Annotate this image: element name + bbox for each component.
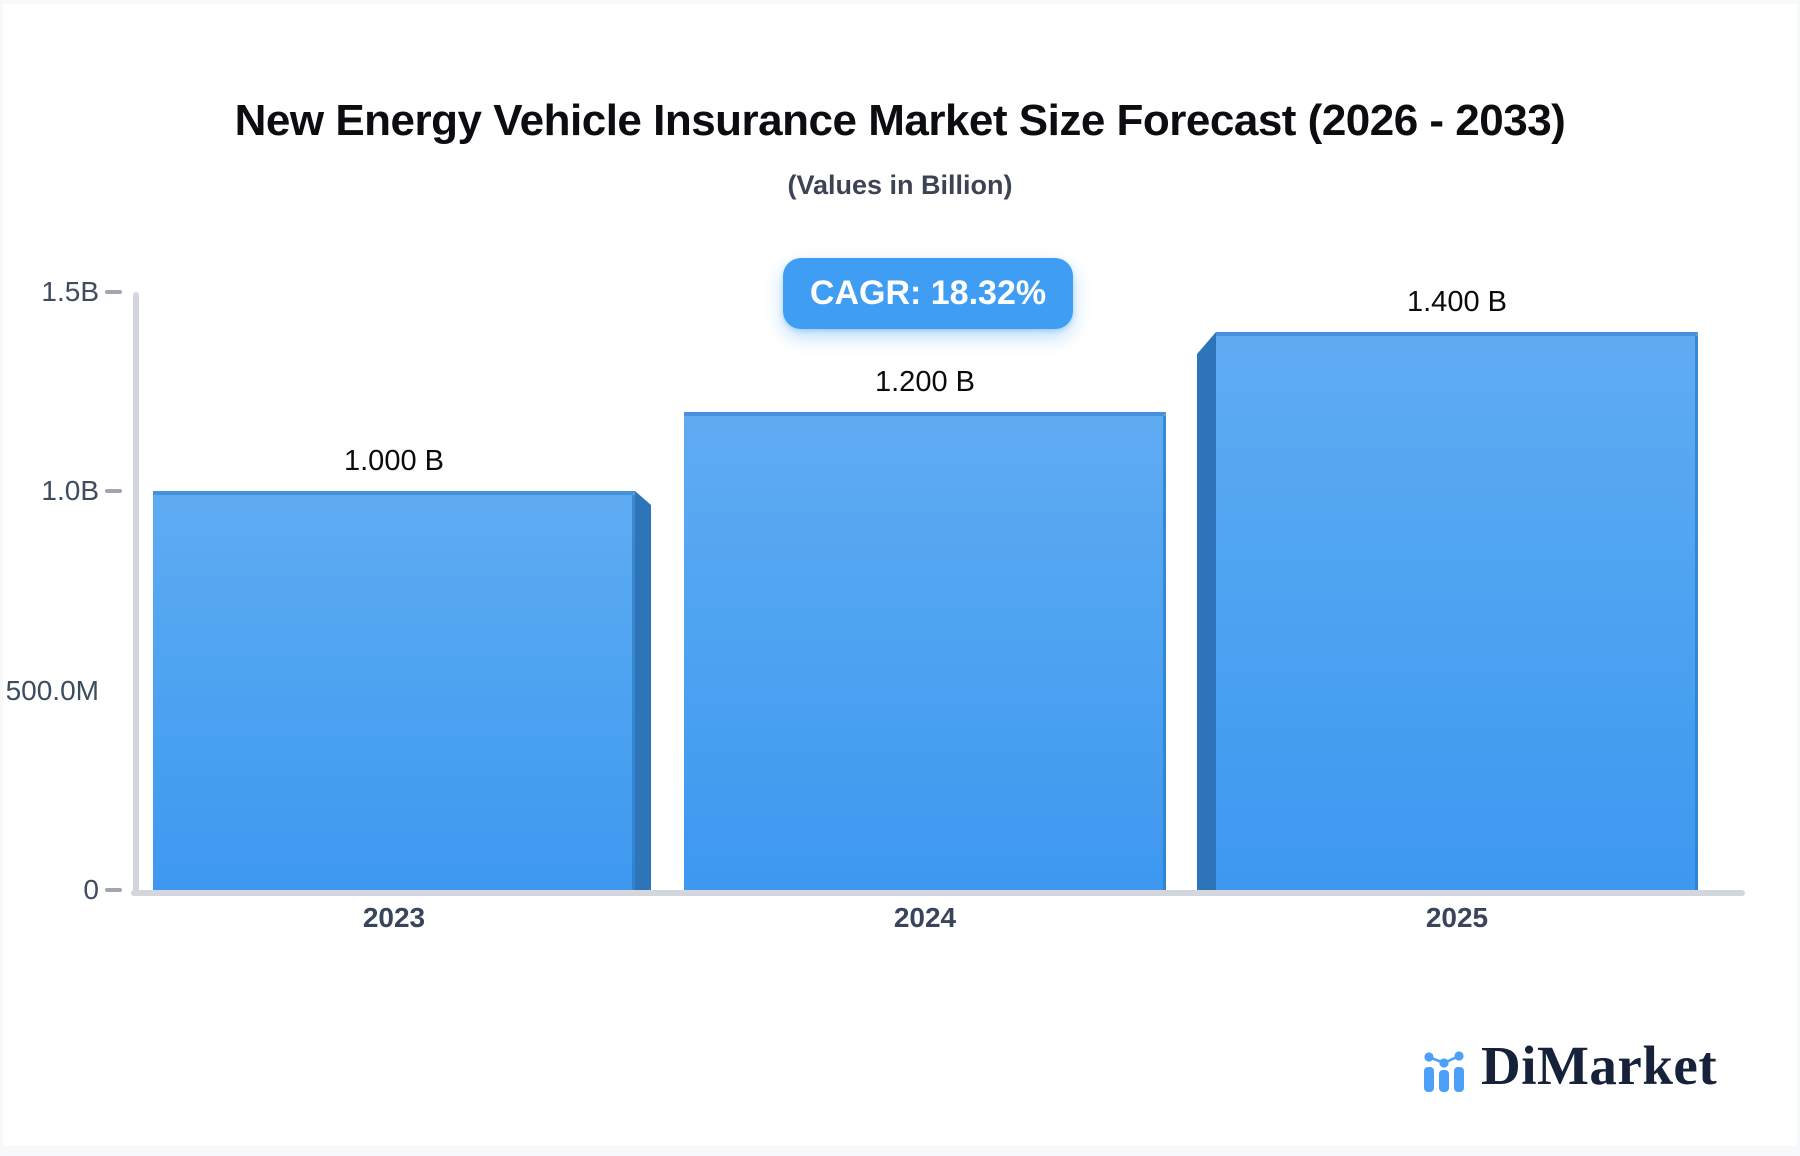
bar-value-label-2023: 1.000 B	[344, 445, 444, 477]
bar-2023-side-face	[635, 491, 651, 890]
bar-2023[interactable]	[153, 491, 635, 890]
x-axis-label-2023: 2023	[362, 902, 426, 933]
cagr-badge-label: CAGR: 18.32%	[809, 274, 1047, 312]
x-axis-label-2024: 2024	[893, 902, 957, 933]
ytick-label-0: 0	[83, 874, 99, 905]
ytick-dash	[105, 489, 122, 494]
x-axis-label-2025: 2025	[1425, 902, 1489, 933]
brand-name: DiMarket	[1481, 1035, 1718, 1096]
ytick-dash	[105, 290, 122, 294]
ytick-dash	[105, 888, 122, 892]
ytick-label-1-0b: 1.0B	[41, 475, 99, 507]
bar-value-label-2024: 1.200 B	[875, 366, 975, 398]
chart-title: New Energy Vehicle Insurance Market Size…	[234, 96, 1566, 145]
bar-chart: New Energy Vehicle Insurance Market Size…	[3, 4, 1797, 1146]
x-axis-line	[131, 890, 1745, 896]
cagr-badge: CAGR: 18.32%	[783, 258, 1073, 329]
brand-chart-icon	[1424, 1051, 1464, 1092]
bar-2025-side-face	[1197, 332, 1216, 890]
bar-value-label-2025: 1.400 B	[1407, 286, 1507, 318]
ytick-label-1-5b: 1.5B	[41, 276, 99, 307]
y-axis-line	[133, 292, 139, 895]
chart-card: New Energy Vehicle Insurance Market Size…	[3, 4, 1797, 1146]
bar-2025[interactable]	[1216, 332, 1698, 890]
ytick-label-500m: 500.0M	[5, 674, 99, 706]
brand-logo: DiMarket	[1423, 1036, 1717, 1094]
chart-subtitle: (Values in Billion)	[787, 170, 1013, 200]
bar-2024[interactable]	[684, 412, 1166, 890]
